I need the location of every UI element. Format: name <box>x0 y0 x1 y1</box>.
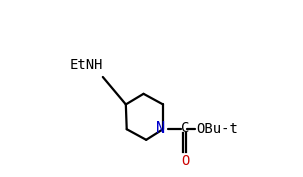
Text: OBu-t: OBu-t <box>197 122 238 136</box>
Text: O: O <box>181 154 189 168</box>
Text: C: C <box>181 121 189 135</box>
Text: EtNH: EtNH <box>70 58 104 73</box>
Text: N: N <box>156 121 165 136</box>
